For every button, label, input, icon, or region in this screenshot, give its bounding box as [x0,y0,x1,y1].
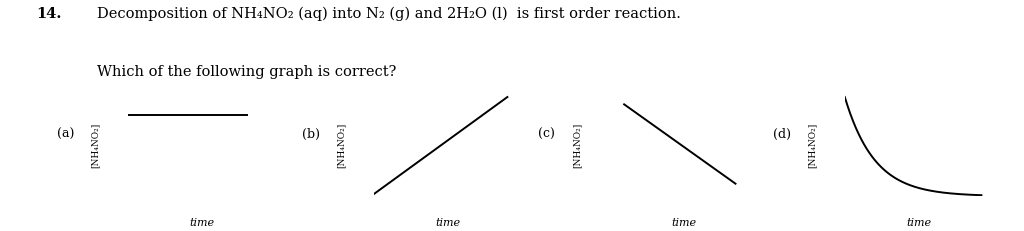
Text: [NH₄NO₂]: [NH₄NO₂] [808,122,816,167]
Text: (a): (a) [57,128,75,140]
Text: time: time [189,217,215,227]
Text: time: time [671,217,696,227]
Text: (b): (b) [302,128,321,140]
Text: 14.: 14. [36,7,61,21]
Text: time: time [906,217,932,227]
Text: (c): (c) [539,128,555,140]
Text: [NH₄NO₂]: [NH₄NO₂] [572,122,581,167]
Text: [NH₄NO₂]: [NH₄NO₂] [91,122,99,167]
Text: (d): (d) [773,128,792,140]
Text: Decomposition of NH₄NO₂ (aq) into N₂ (g) and 2H₂O (l)  is first order reaction.: Decomposition of NH₄NO₂ (aq) into N₂ (g)… [97,7,681,21]
Text: Which of the following graph is correct?: Which of the following graph is correct? [97,65,396,79]
Text: time: time [435,217,461,227]
Text: [NH₄NO₂]: [NH₄NO₂] [337,122,345,167]
